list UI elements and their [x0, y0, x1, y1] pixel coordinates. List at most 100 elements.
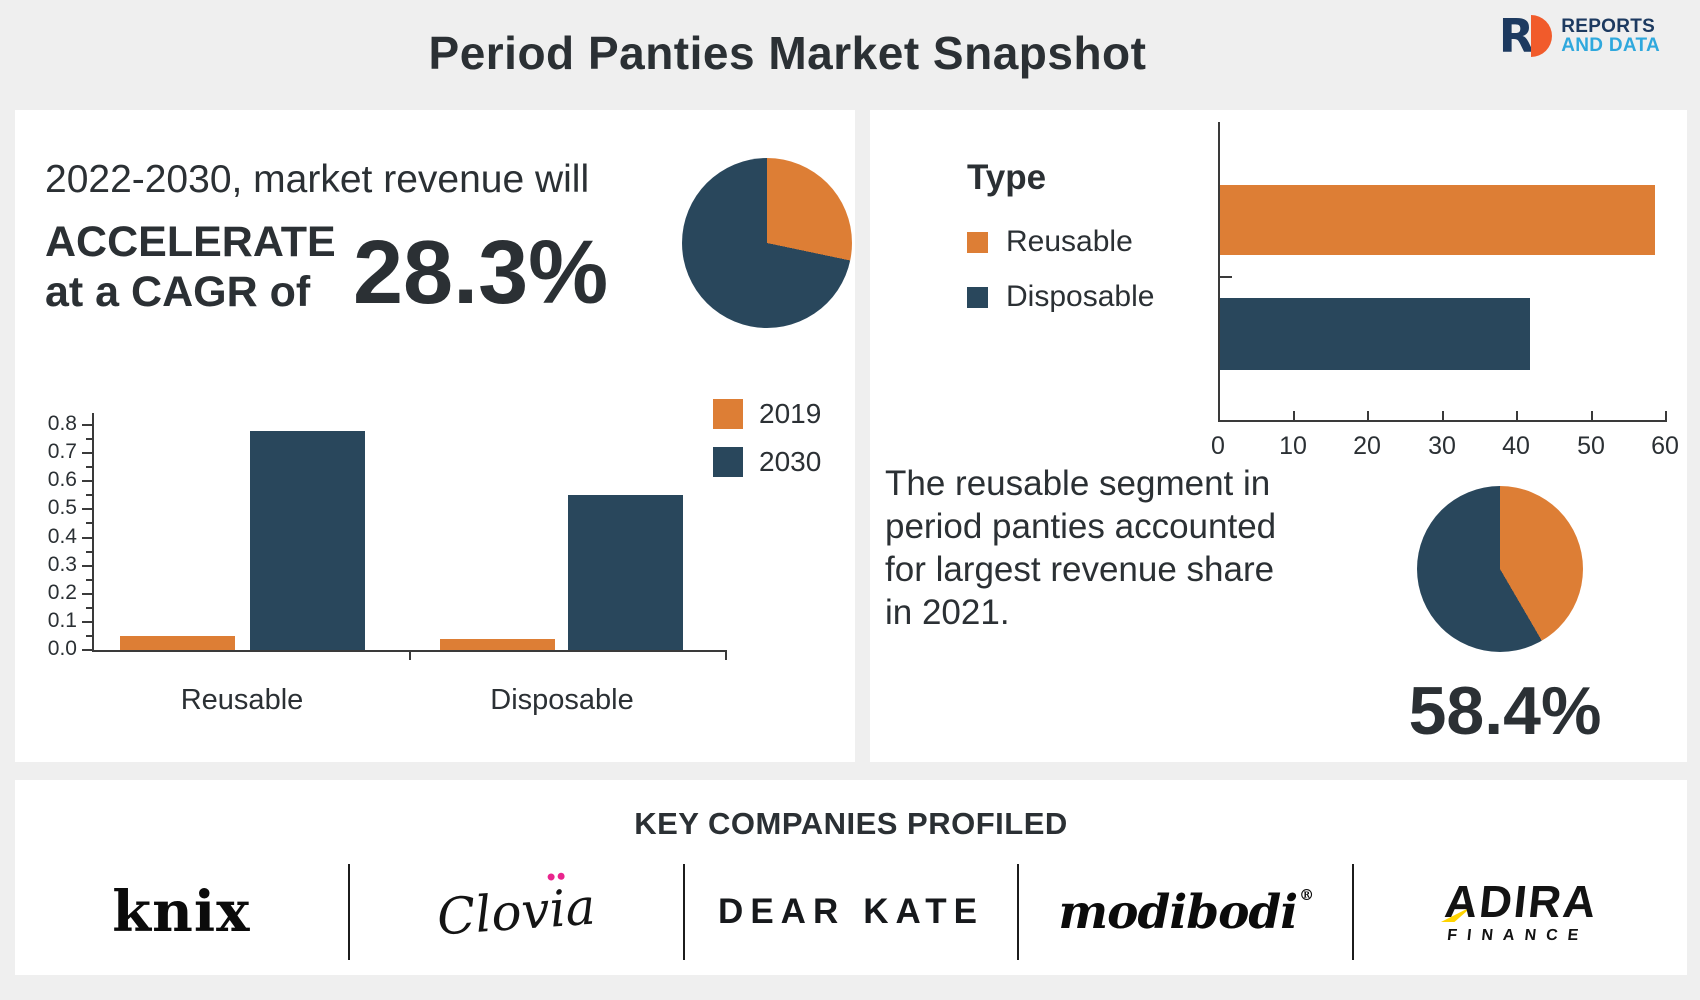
rd-monogram-icon: R: [1498, 9, 1553, 63]
y-axis-major-tick: [82, 621, 92, 623]
x-axis-tick-label: 30: [1428, 432, 1456, 460]
bar-disposable-2019: [440, 639, 555, 650]
reports-and-data-logo: R REPORTS AND DATA: [1498, 9, 1660, 63]
x-axis-tick-label: 40: [1502, 432, 1530, 460]
accelerate-text: ACCELERATE: [45, 218, 336, 266]
y-axis-line: [92, 413, 94, 652]
type-legend-title: Type: [967, 158, 1047, 197]
caption-line-2: period panties accounted: [885, 507, 1277, 546]
x-axis-tick: [1218, 411, 1220, 421]
logo-wordmark-line2: AND DATA: [1561, 35, 1660, 56]
y-axis-tick-label: 0.4: [47, 525, 77, 548]
x-axis-tick: [1516, 411, 1518, 421]
legend-label-2019: 2019: [759, 398, 822, 429]
adira-finance-line: FINANCE: [1446, 927, 1590, 944]
y-axis-tick-label: 0.5: [47, 496, 77, 519]
cagr-pie-chart: [682, 158, 852, 328]
clovia-wordmark: Clovia: [435, 878, 597, 947]
registered-mark-icon: ®: [1299, 885, 1314, 904]
logo-wordmark-line1: REPORTS: [1561, 15, 1656, 37]
y-axis-major-tick: [82, 480, 92, 482]
x-axis-line: [1218, 420, 1667, 422]
legend-label-2030: 2030: [759, 446, 822, 477]
bar-reusable-2019: [120, 636, 235, 650]
axis-mid-tick: [1220, 276, 1232, 278]
x-axis-tick: [1367, 411, 1369, 421]
company-logo-adira-finance: ADIRA FINANCE: [1354, 864, 1687, 960]
caption-line-4: in 2021.: [885, 593, 1010, 632]
year-legend: 2019 2030: [713, 398, 821, 494]
dear-kate-wordmark: DEAR KATE: [718, 892, 984, 932]
x-axis-tick: [1591, 411, 1593, 421]
dear-kate-word2: KATE: [863, 892, 984, 931]
legend-label-disposable: Disposable: [1006, 280, 1155, 313]
x-axis-tick-label: 10: [1279, 432, 1307, 460]
y-axis-tick-label: 0.1: [47, 609, 77, 632]
logo-letter-r: R: [1498, 9, 1535, 63]
x-axis-tick-label: 20: [1353, 432, 1381, 460]
x-axis-category-label: Disposable: [490, 684, 634, 716]
y-axis-tick-label: 0.2: [47, 581, 77, 604]
cagr-label: at a CAGR of: [45, 268, 311, 316]
modibodi-wordmark: modibodi ®: [1058, 884, 1314, 940]
legend-item-2030: 2030: [713, 446, 821, 478]
page-title: Period Panties Market Snapshot: [428, 27, 1147, 79]
adira-wordmark: ADIRA FINANCE: [1441, 876, 1601, 945]
adira-name-line: ADIRA: [1443, 876, 1601, 927]
x-axis-tick: [725, 652, 727, 660]
caption-line-3: for largest revenue share: [885, 550, 1275, 589]
bar-reusable: [1220, 185, 1655, 255]
y-axis-major-tick: [82, 565, 92, 567]
x-axis-tick-label: 50: [1577, 432, 1605, 460]
legend-swatch-disposable: [967, 286, 988, 308]
legend-item-disposable: Disposable: [967, 280, 1154, 314]
legend-swatch-reusable: [967, 231, 988, 253]
y-axis-minor-tick: [86, 607, 92, 609]
caption-line-1: The reusable segment in: [885, 464, 1271, 503]
company-logo-knix: knix: [15, 864, 350, 960]
y-axis-minor-tick: [86, 551, 92, 553]
y-axis-major-tick: [82, 649, 92, 651]
x-axis-tick-label: 0: [1211, 432, 1225, 460]
type-share-panel: Type Reusable Disposable 0 10 20 30 40 50 60 T…: [870, 110, 1687, 762]
bar-disposable: [1220, 298, 1530, 370]
share-caption: The reusable segment in period panties a…: [885, 462, 1276, 634]
intro-text: 2022-2030, market revenue will: [45, 158, 590, 201]
y-axis-minor-tick: [86, 438, 92, 440]
key-companies-heading: KEY COMPANIES PROFILED: [634, 806, 1068, 841]
share-value: 58.4%: [1408, 673, 1602, 749]
company-logo-dear-kate: DEAR KATE: [685, 864, 1020, 960]
x-axis-tick: [409, 652, 411, 660]
y-axis-minor-tick: [86, 635, 92, 637]
x-axis-tick: [1442, 411, 1444, 421]
clovia-text-post: a: [563, 877, 598, 938]
bar-reusable-2030: [250, 431, 365, 650]
key-companies-panel: KEY COMPANIES PROFILED knix Clovia DEAR K…: [15, 780, 1687, 975]
clovia-text-pre: Clov: [435, 880, 552, 947]
modibodi-text: modibodi: [1058, 884, 1298, 940]
legend-item-2019: 2019: [713, 398, 821, 430]
company-logos-row: knix Clovia DEAR KATE modibodi ® ADIRA FIN…: [15, 864, 1687, 960]
y-axis-tick-label: 0.3: [47, 553, 77, 576]
legend-swatch-2030: [713, 447, 743, 477]
y-axis-line: [1218, 122, 1220, 422]
x-axis-line: [92, 650, 727, 652]
y-axis-tick-label: 0.6: [47, 468, 77, 491]
legend-swatch-2019: [713, 399, 743, 429]
y-axis-minor-tick: [86, 466, 92, 468]
y-axis-major-tick: [82, 537, 92, 539]
cagr-panel: 2022-2030, market revenue will ACCELERAT…: [15, 110, 855, 762]
y-axis-major-tick: [82, 508, 92, 510]
knix-wordmark: knix: [112, 879, 251, 945]
x-axis-tick: [1293, 411, 1295, 421]
logo-d-shape-icon: [1531, 15, 1553, 57]
y-axis-tick-label: 0.8: [47, 412, 77, 435]
cagr-value: 28.3%: [353, 223, 609, 323]
x-axis-tick: [1665, 411, 1667, 421]
y-axis-tick-label: 0.7: [47, 440, 77, 463]
reusable-share-pie-chart: [1417, 486, 1583, 652]
y-axis-minor-tick: [86, 494, 92, 496]
bar-disposable-2030: [568, 495, 683, 650]
company-logo-modibodi: modibodi ®: [1019, 864, 1355, 960]
